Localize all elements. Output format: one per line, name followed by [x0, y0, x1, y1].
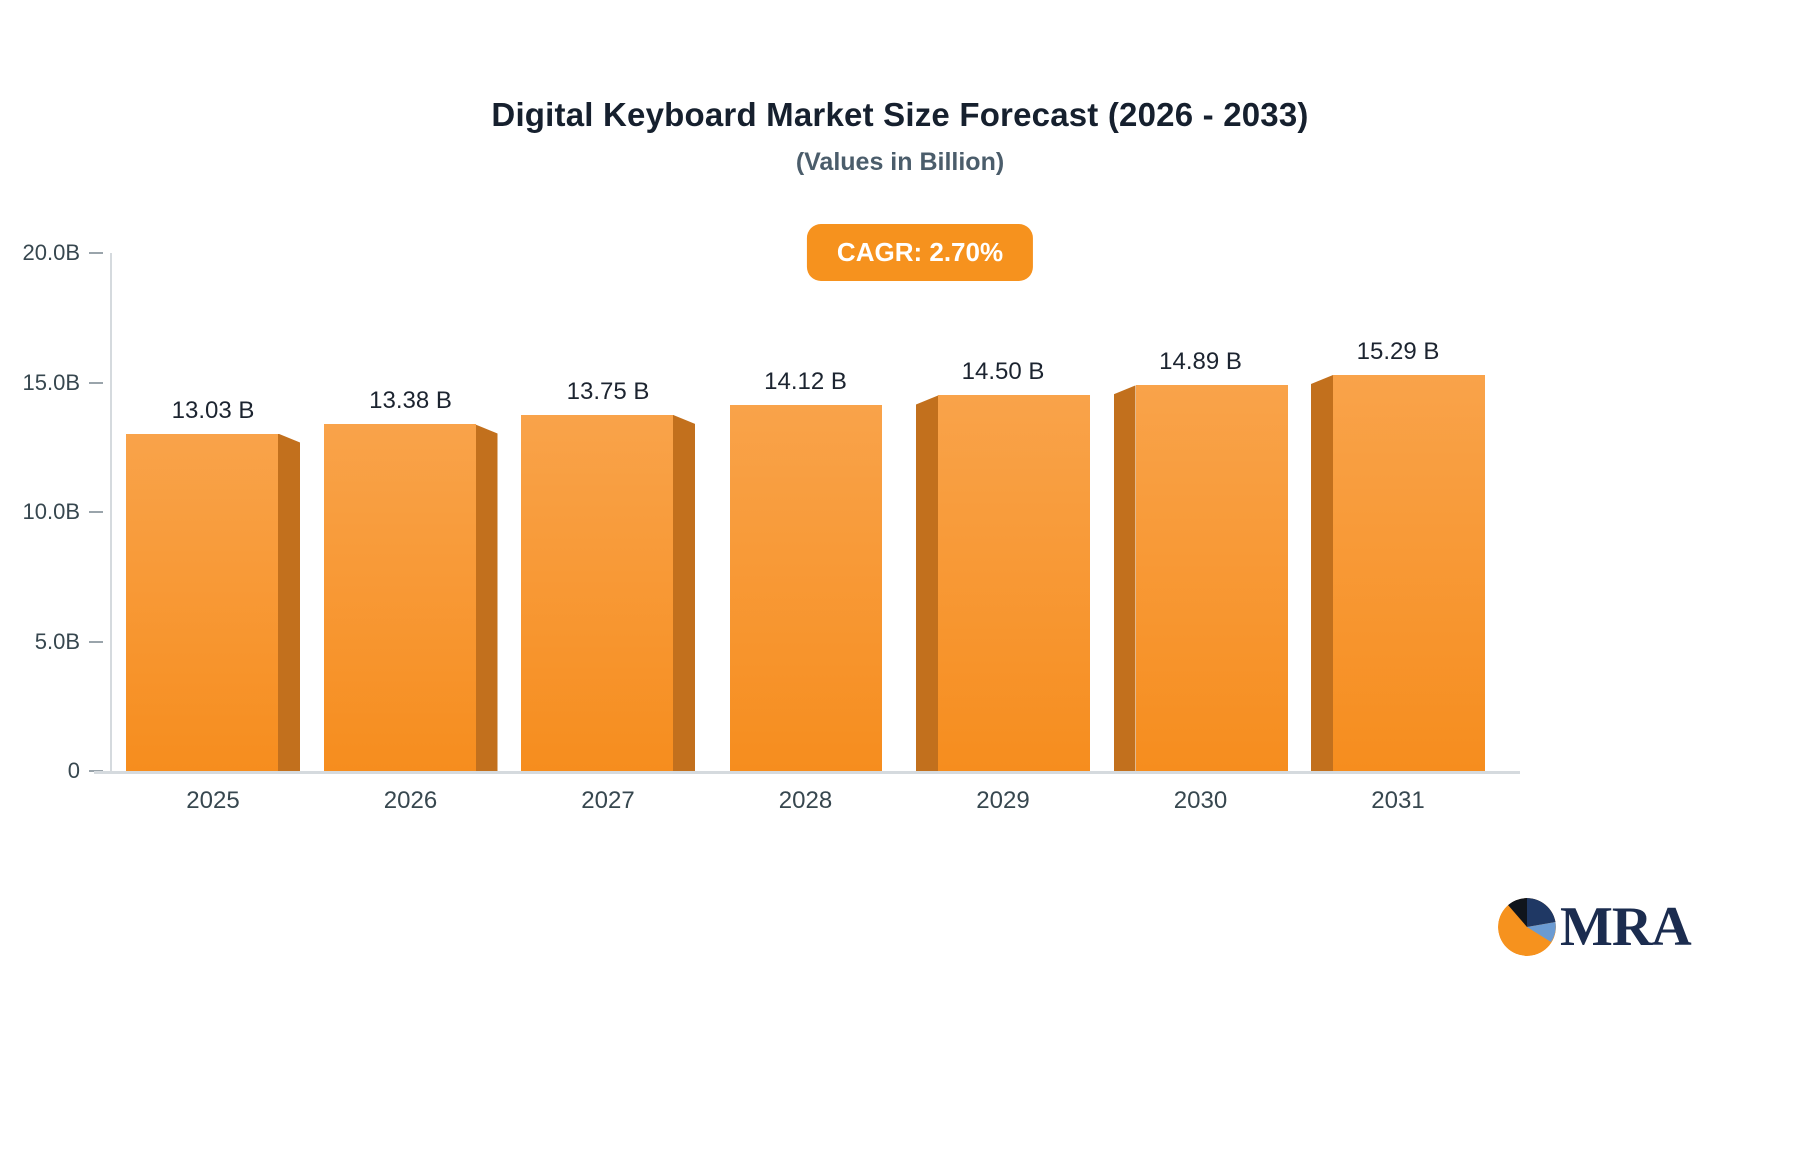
bar-value-label: 13.38 B: [369, 387, 452, 415]
chart-subtitle: (Values in Billion): [795, 148, 1005, 176]
x-axis-line: [94, 771, 1520, 774]
x-axis-label: 2029: [976, 787, 1030, 814]
y-axis-tick-mark: [89, 381, 103, 384]
logo-text: MRA: [1560, 896, 1692, 958]
y-axis-tick-label: 5.0B: [34, 628, 80, 654]
bar-value-label: 14.12 B: [764, 368, 847, 396]
y-axis-tick-mark: [89, 252, 103, 254]
x-axis-label: 2030: [1173, 787, 1228, 814]
bar-3d-side: [475, 424, 498, 771]
bar-value-label: 13.03 B: [171, 396, 255, 424]
x-axis-label: 2031: [1371, 787, 1425, 814]
y-axis-tick-label: 20.0B: [22, 240, 81, 265]
bar-value-label: 13.75 B: [566, 377, 650, 405]
x-axis-label: 2025: [186, 787, 240, 814]
y-axis-tick-mark: [89, 511, 103, 513]
bar-3d-side: [278, 433, 300, 771]
y-axis-tick-label: 10.0B: [22, 499, 81, 524]
pie-logo-icon: [1498, 898, 1556, 956]
y-axis-line: [110, 253, 112, 771]
bar-3d-side: [673, 414, 695, 771]
x-axis-label: 2028: [778, 787, 833, 814]
bar-value-label: 15.29 B: [1356, 337, 1440, 365]
bar[interactable]: [521, 414, 673, 771]
y-axis-tick-label: 0: [67, 758, 80, 783]
bar[interactable]: [1333, 374, 1485, 771]
bar-3d-side: [1113, 385, 1136, 771]
chart-title: Digital Keyboard Market Size Forecast (2…: [491, 96, 1309, 133]
bar-3d-side: [1311, 374, 1333, 771]
brand-logo: MRA: [1498, 896, 1692, 958]
bar-3d-side: [916, 395, 938, 771]
x-axis-label: 2026: [383, 787, 438, 814]
bar-value-label: 14.89 B: [1159, 348, 1242, 376]
bar[interactable]: [323, 424, 476, 771]
bar-value-label: 14.50 B: [961, 358, 1045, 386]
bar[interactable]: [729, 405, 882, 771]
cagr-badge: CAGR: 2.70%: [806, 224, 1034, 281]
y-axis-tick-label: 15.0B: [22, 369, 81, 395]
y-axis-tick-mark: [89, 640, 103, 643]
x-axis-label: 2027: [581, 787, 635, 814]
bar[interactable]: [126, 433, 278, 771]
bar[interactable]: [1135, 385, 1288, 771]
bar[interactable]: [938, 395, 1090, 771]
